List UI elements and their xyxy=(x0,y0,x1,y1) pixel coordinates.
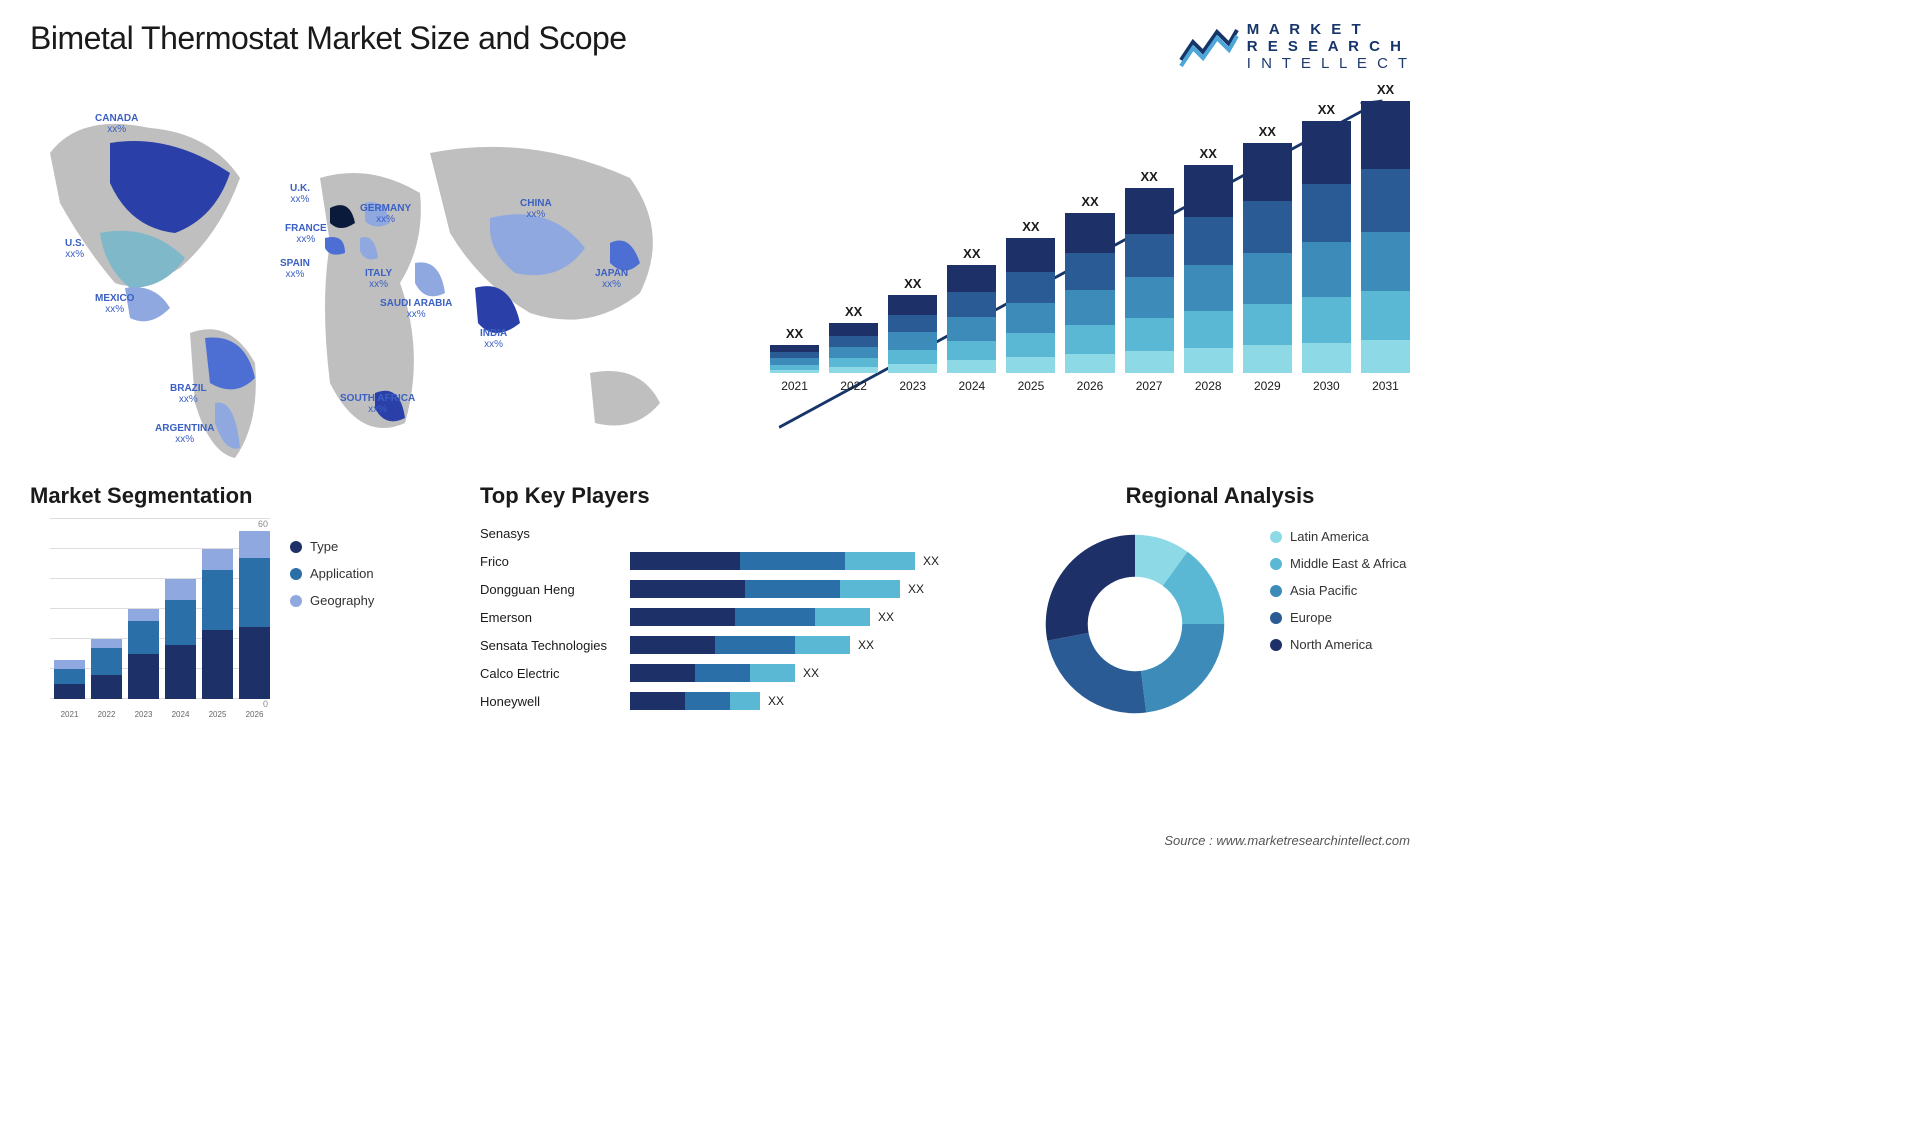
player-row: Sensata TechnologiesXX xyxy=(480,631,1000,659)
logo-mark-icon xyxy=(1179,20,1239,73)
legend-item: Europe xyxy=(1270,610,1410,625)
regional-donut xyxy=(1030,519,1250,729)
logo-text-2: R E S E A R C H xyxy=(1247,38,1410,55)
growth-bar: XX2024 xyxy=(947,246,996,393)
map-label: JAPANxx% xyxy=(595,268,628,290)
map-label: U.K.xx% xyxy=(290,183,310,205)
player-row: FricoXX xyxy=(480,547,1000,575)
regional-title: Regional Analysis xyxy=(1030,483,1410,509)
legend-item: Asia Pacific xyxy=(1270,583,1410,598)
growth-bar: XX2028 xyxy=(1184,146,1233,393)
player-row: Dongguan HengXX xyxy=(480,575,1000,603)
legend-item: Latin America xyxy=(1270,529,1410,544)
legend-item: North America xyxy=(1270,637,1410,652)
player-row: EmersonXX xyxy=(480,603,1000,631)
legend-item: Middle East & Africa xyxy=(1270,556,1410,571)
map-label: BRAZILxx% xyxy=(170,383,207,405)
seg-bar xyxy=(165,579,196,699)
map-label: MEXICOxx% xyxy=(95,293,134,315)
seg-bar xyxy=(128,609,159,699)
source-text: Source : www.marketresearchintellect.com xyxy=(1164,833,1410,848)
brand-logo: M A R K E T R E S E A R C H I N T E L L … xyxy=(1179,20,1410,73)
segmentation-legend: Type Application Geography xyxy=(290,519,450,719)
segmentation-title: Market Segmentation xyxy=(30,483,450,509)
logo-text-3: I N T E L L E C T xyxy=(1247,55,1410,72)
growth-bar: XX2022 xyxy=(829,304,878,393)
seg-bar xyxy=(239,531,270,699)
regional-legend: Latin America Middle East & Africa Asia Pa… xyxy=(1270,519,1410,664)
map-label: SPAINxx% xyxy=(280,258,310,280)
world-map: CANADAxx% U.S.xx% MEXICOxx% BRAZILxx% ARGENT… xyxy=(30,83,710,463)
page-title: Bimetal Thermostat Market Size and Scope xyxy=(30,20,627,57)
growth-bar: XX2021 xyxy=(770,326,819,393)
legend-item: Application xyxy=(290,566,450,581)
legend-item: Geography xyxy=(290,593,450,608)
growth-chart: XX2021XX2022XX2023XX2024XX2025XX2026XX20… xyxy=(750,83,1410,463)
logo-text-1: M A R K E T xyxy=(1247,21,1410,38)
growth-bar: XX2031 xyxy=(1361,82,1410,393)
segmentation-chart: 0102030405060202120222023202420252026 xyxy=(30,519,270,719)
map-label: INDIAxx% xyxy=(480,328,507,350)
map-label: ARGENTINAxx% xyxy=(155,423,214,445)
growth-bar: XX2023 xyxy=(888,276,937,393)
legend-item: Type xyxy=(290,539,450,554)
growth-bar: XX2030 xyxy=(1302,102,1351,393)
seg-bar xyxy=(54,660,85,699)
map-label: CANADAxx% xyxy=(95,113,138,135)
map-label: ITALYxx% xyxy=(365,268,392,290)
map-label: GERMANYxx% xyxy=(360,203,411,225)
map-label: FRANCExx% xyxy=(285,223,327,245)
map-label: SAUDI ARABIAxx% xyxy=(380,298,452,320)
player-row: Senasys xyxy=(480,519,1000,547)
map-label: SOUTH AFRICAxx% xyxy=(340,393,415,415)
growth-bar: XX2026 xyxy=(1065,194,1114,393)
map-label: CHINAxx% xyxy=(520,198,552,220)
seg-bar xyxy=(202,549,233,699)
seg-bar xyxy=(91,639,122,699)
player-row: Calco ElectricXX xyxy=(480,659,1000,687)
growth-bar: XX2029 xyxy=(1243,124,1292,393)
growth-bar: XX2027 xyxy=(1125,169,1174,393)
growth-bar: XX2025 xyxy=(1006,219,1055,393)
players-title: Top Key Players xyxy=(480,483,1000,509)
players-chart: SenasysFricoXXDongguan HengXXEmersonXXSe… xyxy=(480,519,1000,715)
map-label: U.S.xx% xyxy=(65,238,84,260)
player-row: HoneywellXX xyxy=(480,687,1000,715)
